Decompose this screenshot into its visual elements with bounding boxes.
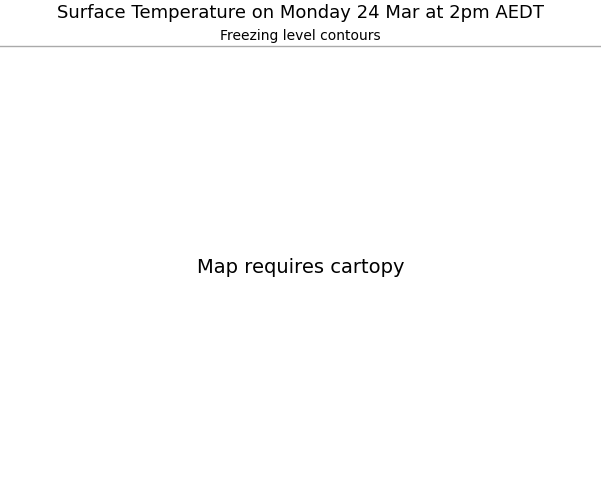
Text: Map requires cartopy: Map requires cartopy	[197, 258, 404, 277]
Text: Surface Temperature on Monday 24 Mar at 2pm AEDT: Surface Temperature on Monday 24 Mar at …	[57, 4, 544, 22]
Text: Freezing level contours: Freezing level contours	[220, 29, 381, 43]
